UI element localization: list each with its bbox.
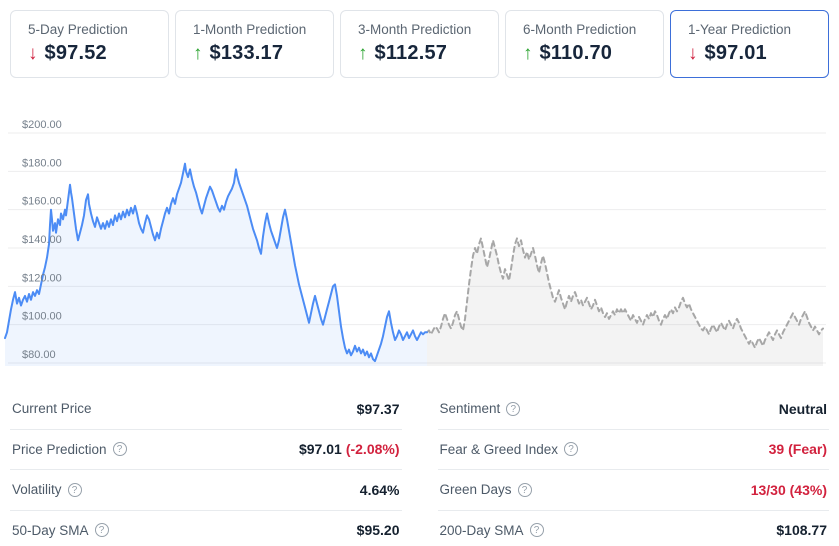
card-value: $97.01 [704, 42, 767, 64]
stat-value: 4.64% [359, 481, 400, 498]
stat-row-50-day-sma: 50-Day SMA ? $95.20 [10, 511, 402, 546]
card-label: 3-Month Prediction [358, 22, 472, 37]
stat-value: $108.77 [776, 522, 827, 539]
help-icon[interactable]: ? [112, 442, 127, 457]
svg-text:$100.00: $100.00 [22, 311, 62, 323]
price-chart: $200.00 $180.00 $160.00 $140.00 $120.00 $100.… [4, 119, 826, 366]
card-value: $133.17 [209, 42, 284, 64]
stat-row-current-price: Current Price ? $97.37 [10, 389, 402, 430]
trend-down-icon: ↓ [28, 43, 38, 64]
stat-label: Fear & Greed Index [439, 441, 559, 457]
stats-left-column: Current Price ? $97.37 Price Prediction … [10, 389, 402, 546]
help-icon[interactable]: ? [529, 523, 544, 538]
stat-value: $97.37 [356, 400, 400, 417]
card-label: 6-Month Prediction [523, 22, 637, 37]
trend-up-icon: ↑ [523, 43, 533, 64]
stat-row-price-prediction: Price Prediction ? $97.01 (-2.08%) [10, 430, 402, 470]
card-value: $97.52 [44, 42, 107, 64]
stat-row-fear-greed-index: Fear & Greed Index ? 39 (Fear) [437, 430, 829, 470]
stats-table: Current Price ? $97.37 Price Prediction … [0, 387, 839, 546]
stat-value: Neutral [778, 400, 827, 417]
svg-text:$180.00: $180.00 [22, 157, 62, 169]
chart-historical-area [5, 163, 427, 366]
help-icon[interactable]: ? [67, 482, 82, 497]
stat-label: Price Prediction [12, 441, 107, 457]
card-label: 5-Day Prediction [28, 22, 128, 37]
trend-down-icon: ↓ [688, 43, 698, 64]
svg-text:$200.00: $200.00 [22, 119, 62, 131]
help-icon[interactable]: ? [564, 442, 579, 457]
svg-text:$140.00: $140.00 [22, 234, 62, 246]
stat-label: 50-Day SMA [12, 522, 89, 538]
chart-prediction-line [426, 237, 824, 349]
svg-text:$80.00: $80.00 [22, 349, 56, 361]
card-6-month-prediction[interactable]: 6-Month Prediction ↑ $110.70 [505, 10, 664, 78]
stat-label: 200-Day SMA [439, 522, 524, 538]
card-1-month-prediction[interactable]: 1-Month Prediction ↑ $133.17 [175, 10, 334, 78]
stat-row-200-day-sma: 200-Day SMA ? $108.77 [438, 511, 830, 546]
chart-prediction-area [427, 238, 823, 366]
stat-row-volatility: Volatility ? 4.64% [10, 470, 402, 511]
prediction-cards: 5-Day Prediction ↓ $97.52 1-Month Predic… [0, 0, 839, 78]
stats-right-column: Sentiment ? Neutral Fear & Greed Index ?… [437, 389, 830, 546]
price-chart-container: $200.00 $180.00 $160.00 $140.00 $120.00 $100.… [0, 95, 839, 387]
trend-up-icon: ↑ [193, 43, 203, 64]
help-icon[interactable]: ? [94, 523, 109, 538]
card-1-year-prediction[interactable]: 1-Year Prediction ↓ $97.01 [670, 10, 829, 78]
stat-label: Green Days [439, 482, 512, 498]
card-5-day-prediction[interactable]: 5-Day Prediction ↓ $97.52 [10, 10, 169, 78]
stat-label: Current Price [12, 401, 92, 417]
stat-value: $95.20 [356, 522, 400, 539]
card-label: 1-Year Prediction [688, 22, 792, 37]
card-value: $112.57 [374, 42, 448, 64]
stat-label: Volatility [12, 482, 62, 498]
help-icon[interactable]: ? [506, 401, 521, 416]
trend-up-icon: ↑ [358, 43, 368, 64]
chart-gridlines [8, 132, 826, 364]
svg-text:$160.00: $160.00 [22, 196, 62, 208]
card-3-month-prediction[interactable]: 3-Month Prediction ↑ $112.57 [340, 10, 499, 78]
card-label: 1-Month Prediction [193, 22, 307, 37]
chart-ytick-labels: $200.00 $180.00 $160.00 $140.00 $120.00 $100.… [22, 119, 62, 361]
stat-value: $97.01 (-2.08%) [298, 441, 400, 458]
chart-historical-line [4, 162, 428, 363]
svg-text:$120.00: $120.00 [22, 272, 62, 284]
help-icon[interactable]: ? [517, 482, 532, 497]
stat-row-sentiment: Sentiment ? Neutral [437, 389, 829, 430]
stat-label: Sentiment [439, 401, 501, 417]
stat-row-green-days: Green Days ? 13/30 (43%) [437, 470, 829, 511]
stat-value: 13/30 (43%) [750, 481, 827, 498]
card-value: $110.70 [539, 42, 613, 64]
stat-value: 39 (Fear) [768, 441, 827, 458]
